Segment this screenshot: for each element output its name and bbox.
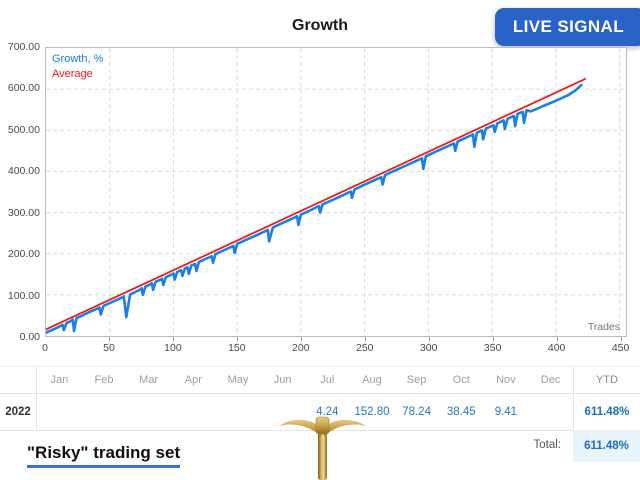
month-value-may [216,394,261,430]
x-tick-label: 300 [419,342,438,354]
x-axis-tick [172,337,174,341]
x-tick-label: 50 [103,342,115,354]
x-axis-tick [300,337,302,341]
column-header-oct: Oct [452,374,470,386]
column-header-may: May [227,374,249,386]
x-tick-label: 350 [483,342,502,354]
column-header-mar: Mar [139,374,159,386]
year-column-header [0,367,37,393]
pickaxe-icon [279,416,366,480]
column-header-sep: Sep [406,374,427,386]
ytd-value: 611.48% [572,394,640,430]
x-axis-tick [364,337,366,341]
legend-item: Average [52,68,93,80]
x-tick-label: 0 [42,342,48,354]
y-tick-label: 700.00 [7,41,40,53]
total-value: 611.48% [573,430,640,462]
month-value-nov: 9.41 [494,406,518,418]
legend-item: Growth, % [52,53,104,65]
column-header-jul: Jul [320,374,335,386]
column-header-dec: Dec [540,374,561,386]
x-axis-tick [236,337,238,341]
total-label: Total: [533,439,562,451]
x-tick-label: 450 [611,342,630,354]
column-header-jan: Jan [50,374,69,386]
month-value-oct: 38.45 [446,406,476,418]
month-value-apr [171,394,216,430]
x-tick-label: 200 [292,342,310,354]
month-value-mar [126,394,171,430]
table-header-row: Jan Feb Mar Apr May Jun Jul Aug Sep Oct Nov Dec YTD [0,366,640,394]
x-axis-title: Trades [587,321,620,333]
x-tick-label: 400 [547,342,566,354]
x-tick-label: 250 [356,342,374,354]
y-tick-label: 200.00 [7,248,40,261]
series-average [46,77,587,331]
month-value-aug: 152.80 [354,406,390,418]
month-value-dec [528,394,573,430]
column-header-nov: Nov [496,374,516,386]
total-row: Total: 611.48% [0,429,640,462]
column-header-jun: Jun [273,374,292,386]
x-tick-label: 150 [228,342,246,354]
x-axis-tick [556,337,558,341]
x-axis-tick [620,337,622,341]
chart-legend: Growth, % Average [52,52,103,82]
x-axis-tick [428,337,430,341]
y-tick-label: 400.00 [7,165,40,178]
month-value-jan [37,394,82,430]
growth-chart: Growth, % Average Trades [45,47,627,337]
column-header-feb: Feb [94,374,114,386]
x-axis-tick [492,337,494,341]
x-axis-tick [108,337,110,341]
risky-trading-set-link[interactable]: "Risky" trading set [27,443,181,468]
y-tick-label: 0.00 [19,331,40,343]
x-tick-label: 100 [164,342,182,354]
y-tick-label: 100.00 [7,289,40,302]
y-tick-label: 300.00 [7,206,40,219]
series-growth- [46,83,583,335]
column-header-ytd: YTD [572,367,640,393]
year-cell: 2022 [0,394,37,430]
live-signal-button[interactable]: LIVE SIGNAL [494,8,640,46]
chart-title: Growth [292,17,348,34]
y-tick-label: 500.00 [7,123,40,136]
month-value-feb [82,394,127,430]
column-header-apr: Apr [184,374,202,386]
column-header-aug: Aug [362,374,382,386]
chart-canvas [46,48,626,336]
month-value-sep: 78.24 [402,406,431,418]
y-tick-label: 600.00 [7,82,40,95]
month-value-jul: 4.24 [316,406,339,418]
